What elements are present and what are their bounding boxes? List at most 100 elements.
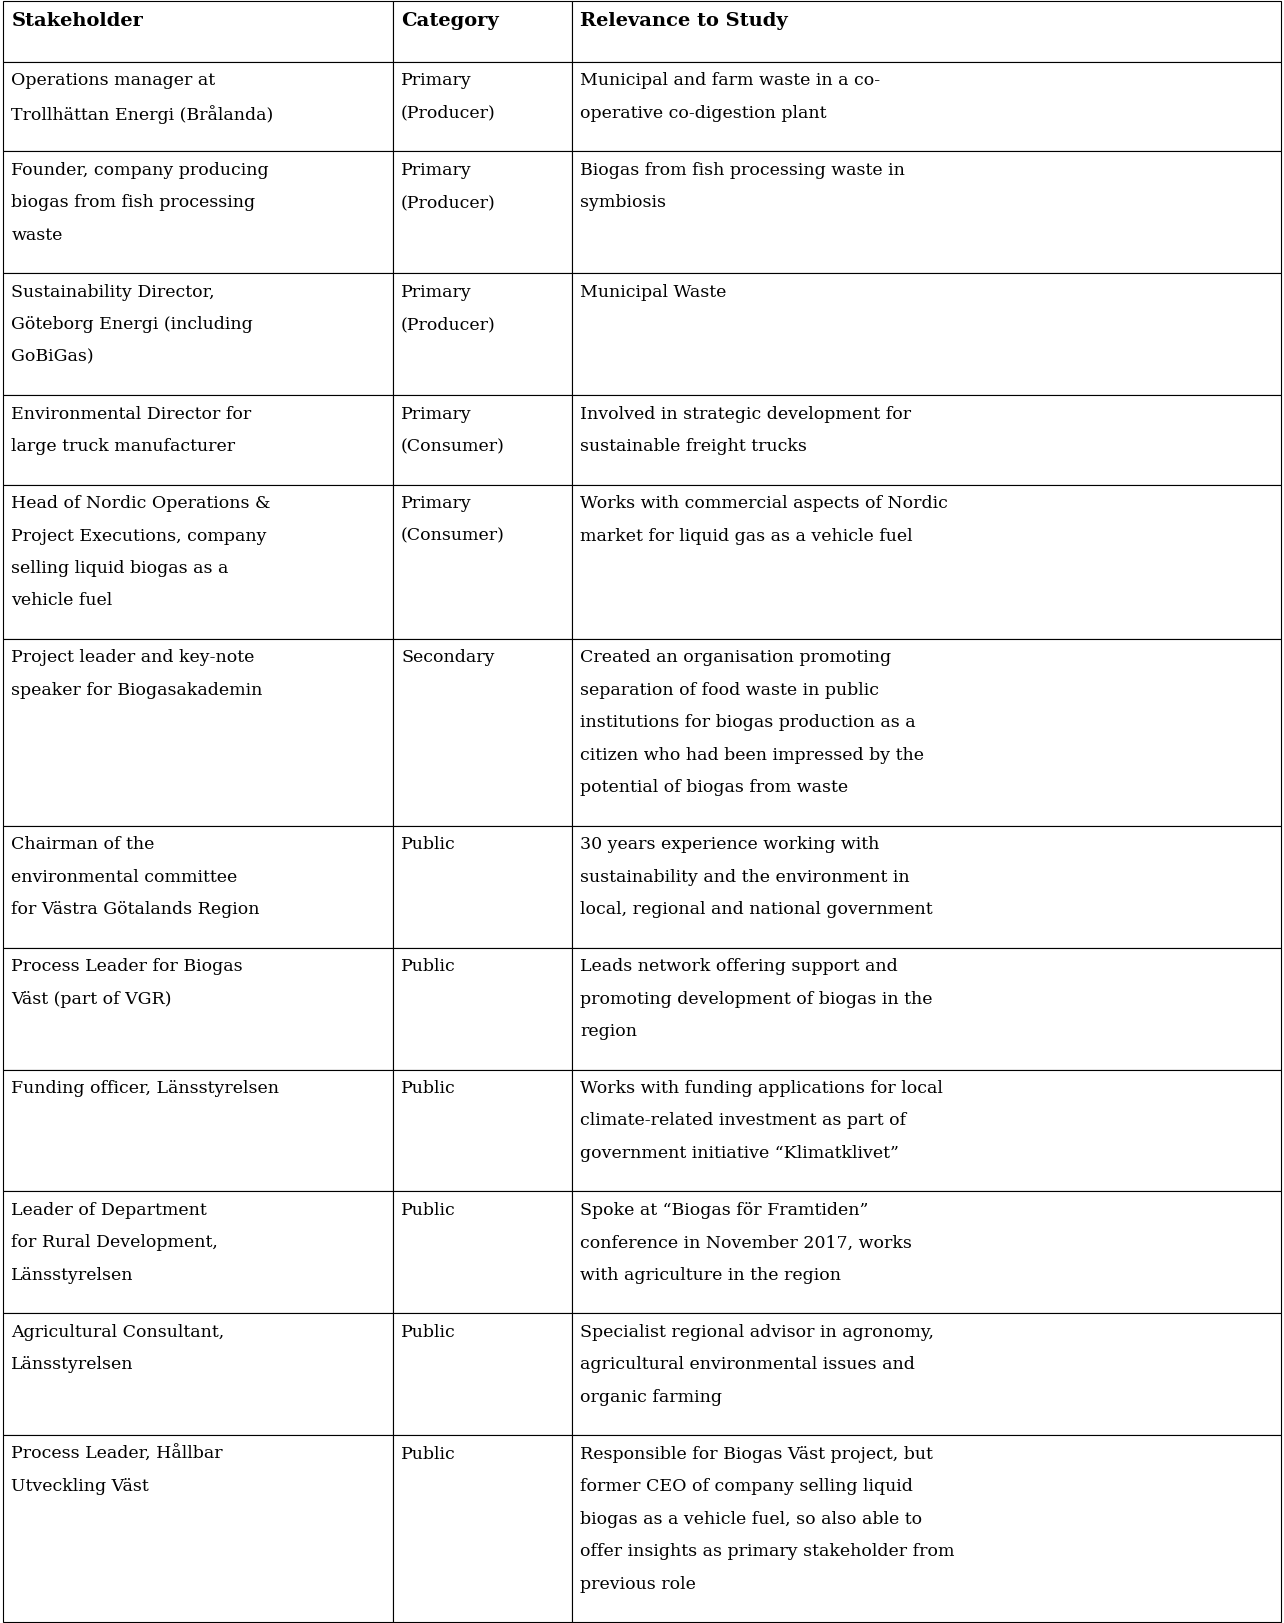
Text: Relevance to Study: Relevance to Study (580, 11, 788, 29)
Text: (Consumer): (Consumer) (401, 438, 505, 454)
Text: Secondary: Secondary (401, 649, 494, 665)
Bar (3, 948, 393, 1070)
Text: Public: Public (401, 1323, 456, 1341)
Bar (393, 1191, 571, 1313)
Text: Project Executions, company: Project Executions, company (12, 527, 267, 544)
Bar (3, 63, 393, 153)
Text: market for liquid gas as a vehicle fuel: market for liquid gas as a vehicle fuel (580, 527, 913, 544)
Text: selling liquid biogas as a: selling liquid biogas as a (12, 560, 229, 576)
Bar (571, 396, 1281, 485)
Bar (571, 153, 1281, 274)
Text: Operations manager at: Operations manager at (12, 73, 216, 89)
Text: Sustainability Director,: Sustainability Director, (12, 284, 214, 300)
Bar (393, 1313, 571, 1435)
Text: Project leader and key-note: Project leader and key-note (12, 649, 254, 665)
Text: separation of food waste in public: separation of food waste in public (580, 682, 880, 698)
Bar (571, 639, 1281, 826)
Text: conference in November 2017, works: conference in November 2017, works (580, 1233, 912, 1251)
Bar (3, 1435, 393, 1621)
Text: Utveckling Väst: Utveckling Väst (12, 1477, 149, 1495)
Text: Primary: Primary (401, 495, 473, 511)
Bar (393, 639, 571, 826)
Text: speaker for Biogasakademin: speaker for Biogasakademin (12, 682, 263, 698)
Text: Spoke at “Biogas för Framtiden”: Spoke at “Biogas för Framtiden” (580, 1201, 868, 1219)
Bar (393, 274, 571, 396)
Text: Väst (part of VGR): Väst (part of VGR) (12, 990, 172, 1006)
Text: environmental committee: environmental committee (12, 868, 238, 885)
Text: Public: Public (401, 1201, 456, 1219)
Text: potential of biogas from waste: potential of biogas from waste (580, 779, 849, 795)
Text: Leader of Department: Leader of Department (12, 1201, 207, 1219)
Bar (393, 485, 571, 639)
Bar (571, 1313, 1281, 1435)
Text: Stakeholder: Stakeholder (12, 11, 144, 29)
Bar (571, 485, 1281, 639)
Bar (393, 948, 571, 1070)
Bar (3, 2, 393, 63)
Text: Primary: Primary (401, 284, 473, 300)
Text: (Producer): (Producer) (401, 105, 496, 122)
Bar (571, 2, 1281, 63)
Bar (393, 1070, 571, 1191)
Bar (393, 2, 571, 63)
Text: agricultural environmental issues and: agricultural environmental issues and (580, 1355, 915, 1373)
Text: Responsible for Biogas Väst project, but: Responsible for Biogas Väst project, but (580, 1444, 933, 1462)
Text: Process Leader for Biogas: Process Leader for Biogas (12, 958, 243, 974)
Text: Leads network offering support and: Leads network offering support and (580, 958, 898, 974)
Text: Category: Category (401, 11, 499, 29)
Text: Municipal Waste: Municipal Waste (580, 284, 727, 300)
Text: Public: Public (401, 1444, 456, 1462)
Text: Works with commercial aspects of Nordic: Works with commercial aspects of Nordic (580, 495, 948, 511)
Bar (393, 826, 571, 948)
Text: climate-related investment as part of: climate-related investment as part of (580, 1112, 907, 1128)
Text: sustainable freight trucks: sustainable freight trucks (580, 438, 806, 454)
Text: (Consumer): (Consumer) (401, 527, 505, 544)
Text: for Rural Development,: for Rural Development, (12, 1233, 218, 1251)
Bar (571, 1070, 1281, 1191)
Text: Works with funding applications for local: Works with funding applications for loca… (580, 1079, 942, 1097)
Text: Primary: Primary (401, 406, 473, 422)
Bar (571, 63, 1281, 153)
Text: offer insights as primary stakeholder from: offer insights as primary stakeholder fr… (580, 1542, 954, 1560)
Text: Primary: Primary (401, 162, 473, 179)
Text: (Producer): (Producer) (401, 316, 496, 333)
Bar (571, 948, 1281, 1070)
Bar (393, 1435, 571, 1621)
Text: Public: Public (401, 958, 456, 974)
Text: institutions for biogas production as a: institutions for biogas production as a (580, 714, 915, 730)
Bar (3, 1191, 393, 1313)
Bar (571, 274, 1281, 396)
Bar (3, 639, 393, 826)
Text: waste: waste (12, 227, 63, 243)
Text: biogas as a vehicle fuel, so also able to: biogas as a vehicle fuel, so also able t… (580, 1509, 922, 1527)
Text: Environmental Director for: Environmental Director for (12, 406, 252, 422)
Text: Agricultural Consultant,: Agricultural Consultant, (12, 1323, 225, 1341)
Text: Head of Nordic Operations &: Head of Nordic Operations & (12, 495, 271, 511)
Bar (3, 274, 393, 396)
Text: with agriculture in the region: with agriculture in the region (580, 1266, 841, 1284)
Text: previous role: previous role (580, 1574, 696, 1592)
Text: Göteborg Energi (including: Göteborg Energi (including (12, 316, 253, 333)
Text: former CEO of company selling liquid: former CEO of company selling liquid (580, 1477, 913, 1495)
Bar (571, 826, 1281, 948)
Text: Founder, company producing: Founder, company producing (12, 162, 268, 179)
Text: Municipal and farm waste in a co-: Municipal and farm waste in a co- (580, 73, 880, 89)
Text: Specialist regional advisor in agronomy,: Specialist regional advisor in agronomy, (580, 1323, 933, 1341)
Text: Created an organisation promoting: Created an organisation promoting (580, 649, 891, 665)
Text: promoting development of biogas in the: promoting development of biogas in the (580, 990, 932, 1006)
Text: Funding officer, Länsstyrelsen: Funding officer, Länsstyrelsen (12, 1079, 280, 1097)
Bar (3, 1313, 393, 1435)
Text: for Västra Götalands Region: for Västra Götalands Region (12, 901, 259, 917)
Text: biogas from fish processing: biogas from fish processing (12, 195, 256, 211)
Bar (393, 153, 571, 274)
Text: symbiosis: symbiosis (580, 195, 666, 211)
Text: Chairman of the: Chairman of the (12, 836, 154, 852)
Text: Involved in strategic development for: Involved in strategic development for (580, 406, 912, 422)
Text: Länsstyrelsen: Länsstyrelsen (12, 1355, 134, 1373)
Bar (3, 153, 393, 274)
Text: large truck manufacturer: large truck manufacturer (12, 438, 235, 454)
Text: Länsstyrelsen: Länsstyrelsen (12, 1266, 134, 1284)
Text: sustainability and the environment in: sustainability and the environment in (580, 868, 909, 885)
Text: (Producer): (Producer) (401, 195, 496, 211)
Bar (393, 396, 571, 485)
